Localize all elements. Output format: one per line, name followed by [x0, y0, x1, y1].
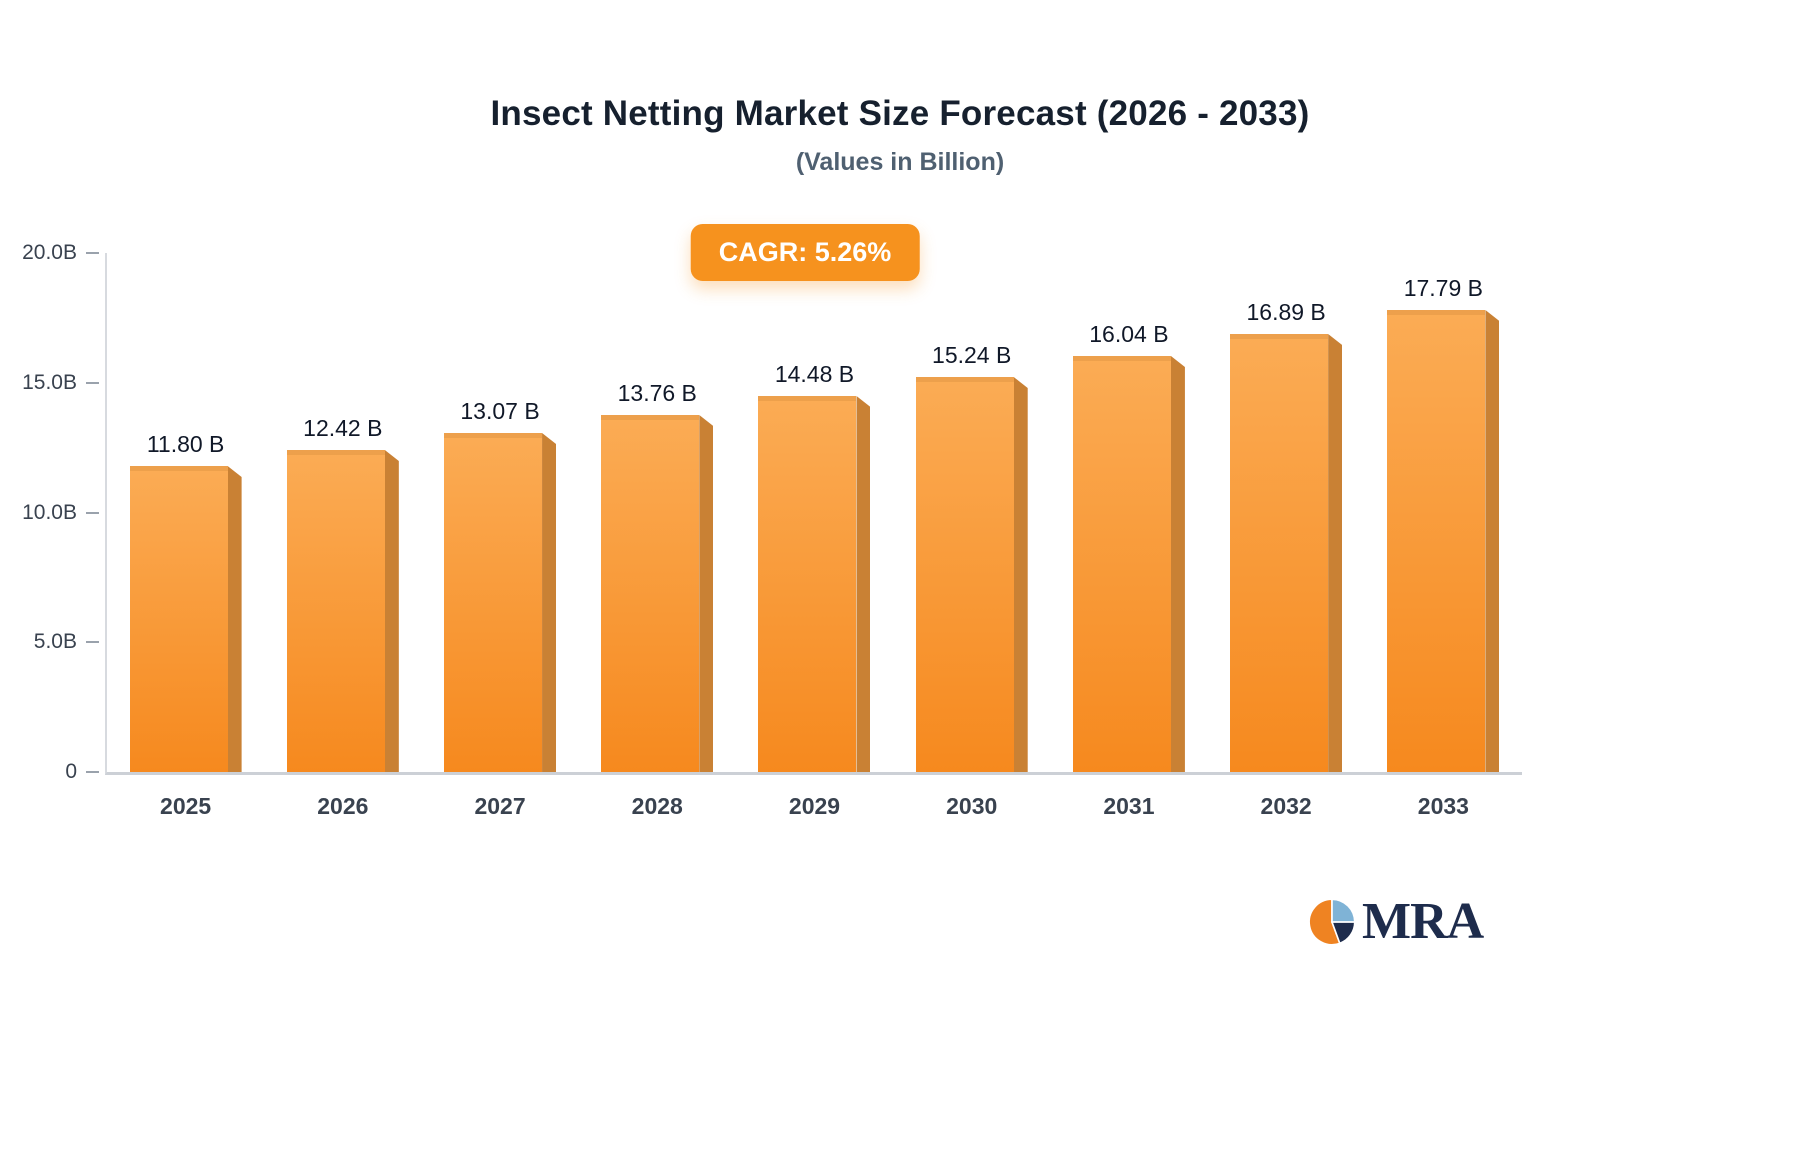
bar-year-label: 2025	[160, 793, 212, 819]
bar-value-label: 14.48 B	[774, 361, 855, 387]
bar-year-label: 2031	[1103, 793, 1155, 819]
y-tick-label: 0	[65, 760, 77, 783]
bar-year-label: 2032	[1260, 793, 1312, 819]
bar-group: 12.42 B 2026	[286, 253, 399, 819]
bar-year-label: 2033	[1417, 793, 1469, 819]
bar-front-face	[129, 466, 228, 772]
bar-value-label: 11.80 B	[146, 431, 225, 457]
y-tick-label: 10.0B	[22, 500, 77, 524]
logo-pie-orange	[1308, 898, 1341, 946]
y-tick-label: 20.0B	[22, 241, 77, 264]
bar-year-label: 2027	[474, 793, 526, 819]
logo-text: MRA	[1362, 893, 1484, 950]
y-tick-label: 5.0B	[33, 630, 77, 654]
bar-side-face	[1013, 377, 1028, 772]
bars-row: 11.80 B 2025 12.42 B 2026 13.07 B 2027 1…	[107, 253, 1522, 819]
bar-value-label: 13.76 B	[617, 380, 697, 406]
bar-group: 11.80 B 2025	[129, 253, 242, 819]
cagr-badge: CAGR: 5.26%	[690, 224, 920, 281]
bar-side-face	[1328, 334, 1343, 772]
chart-title: Insect Netting Market Size Forecast (202…	[490, 94, 1310, 133]
bar-side-face	[1170, 356, 1185, 772]
bar-front-face	[601, 415, 700, 772]
bar-group: 14.48 B 2029	[758, 253, 871, 819]
bar-year-label: 2028	[631, 793, 683, 819]
bar-group: 16.89 B 2032	[1230, 253, 1343, 819]
bar-3d	[758, 396, 871, 772]
bar-front-face	[1387, 310, 1486, 772]
logo-pie-navy	[1330, 921, 1356, 945]
bar-3d	[915, 377, 1028, 772]
bar-year-label: 2029	[788, 793, 841, 819]
bar-value-label: 13.07 B	[460, 398, 540, 424]
bar-front-face	[1072, 356, 1171, 772]
bar-front-face	[1230, 334, 1329, 772]
bar-group: 16.04 B 2031	[1072, 253, 1185, 819]
bar-3d	[1230, 334, 1343, 772]
bar-value-label: 16.04 B	[1089, 321, 1169, 347]
bar-3d	[1072, 356, 1185, 772]
bar-side-face	[542, 433, 557, 772]
bar-3d	[444, 433, 557, 772]
y-tick-mark	[86, 252, 99, 254]
bar-group: 13.76 B 2028	[601, 253, 714, 819]
y-tick-mark	[86, 511, 99, 514]
bar-value-label: 12.42 B	[303, 415, 383, 441]
logo-pie-blue	[1331, 898, 1356, 923]
y-tick-label: 15.0B	[22, 370, 77, 394]
bar-group: 17.79 B 2033	[1387, 253, 1500, 819]
bar-side-face	[227, 466, 242, 772]
y-tick-mark	[86, 771, 99, 773]
bar-value-label: 15.24 B	[932, 342, 1012, 368]
bar-front-face	[286, 450, 385, 772]
bar-3d	[286, 450, 399, 772]
bar-value-label: 17.79 B	[1403, 275, 1483, 301]
y-tick-mark	[86, 381, 99, 384]
bar-year-label: 2030	[946, 793, 998, 819]
bar-3d	[601, 415, 714, 772]
bar-value-label: 16.89 B	[1246, 299, 1326, 325]
brand-logo: MRA	[1306, 893, 1484, 950]
bar-group: 13.07 B 2027	[444, 253, 557, 819]
bar-side-face	[384, 450, 399, 772]
bar-group: 15.24 B 2030	[915, 253, 1028, 819]
bar-front-face	[758, 396, 857, 772]
bar-3d	[1387, 310, 1500, 772]
chart-subtitle: (Values in Billion)	[795, 148, 1005, 176]
bar-side-face	[1485, 310, 1500, 772]
bar-year-label: 2026	[317, 793, 369, 819]
bar-side-face	[699, 415, 714, 772]
y-tick-mark	[86, 641, 99, 644]
bar-front-face	[444, 433, 543, 772]
bar-side-face	[856, 396, 871, 772]
plot-area: 11.80 B 2025 12.42 B 2026 13.07 B 2027 1…	[22, 241, 1522, 819]
logo-pie-icon	[1308, 898, 1356, 946]
bar-front-face	[915, 377, 1014, 772]
bar-3d	[129, 466, 242, 772]
